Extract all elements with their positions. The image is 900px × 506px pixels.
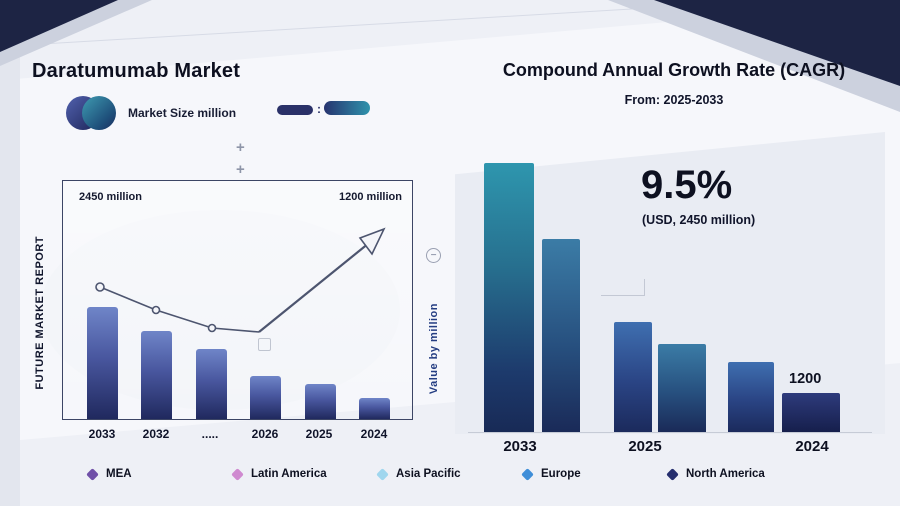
left-x-label: 2033 <box>88 427 116 441</box>
cagr-bar <box>542 239 580 432</box>
legend-item-europe: Europe <box>521 467 668 481</box>
marker-dot <box>207 323 217 333</box>
diamond-icon <box>521 467 534 481</box>
bar-data-label: 1200 <box>789 371 822 387</box>
market-size-chart: 2450 million 1200 million <box>62 180 413 420</box>
legend-item-latin-america: Latin America <box>231 467 378 481</box>
pill-separator: : <box>317 102 321 116</box>
cagr-subtitle: From: 2025-2033 <box>624 93 724 107</box>
market-size-bar <box>359 398 390 419</box>
legend-item-north-america: North America <box>666 467 813 481</box>
market-size-bar <box>141 331 172 419</box>
cagr-bar <box>614 322 652 432</box>
decor-pill-navy <box>277 105 313 115</box>
cagr-bar <box>728 362 774 432</box>
cagr-bar <box>658 344 706 432</box>
right-x-label: 2033 <box>503 438 537 455</box>
cagr-note: (USD, 2450 million) <box>642 213 756 227</box>
corner-bracket-decor <box>601 279 645 296</box>
market-size-bar <box>196 349 227 419</box>
diamond-icon <box>376 467 389 481</box>
min-value-annotation: 1200 million <box>339 191 402 203</box>
legend-item-asia-pacific: Asia Pacific <box>376 467 523 481</box>
diamond-icon <box>231 467 244 481</box>
cagr-chart <box>468 158 872 433</box>
left-x-label: 2024 <box>360 427 388 441</box>
left-side-watermark: FUTURE MARKET REPORT <box>34 236 46 390</box>
legend-item-mea: MEA <box>86 467 233 481</box>
diamond-icon <box>666 467 679 481</box>
market-size-sphere-icon <box>66 94 118 132</box>
right-chart-x-axis: 2033 2025 2024 <box>470 438 872 460</box>
legend-label: Europe <box>541 468 581 480</box>
minus-circle-icon: − <box>426 248 441 263</box>
region-legend: MEA Latin America Asia Pacific Europe North … <box>86 467 813 481</box>
legend-label: MEA <box>106 468 132 480</box>
trend-arrowhead-icon <box>358 227 386 256</box>
market-size-bar <box>87 307 118 419</box>
minus-glyph: − <box>430 249 437 261</box>
decor-pill-teal <box>324 101 370 115</box>
market-size-bar <box>250 376 281 419</box>
trend-line <box>99 286 260 333</box>
right-axis-title: Value by million <box>428 303 440 395</box>
cagr-title: Compound Annual Growth Rate (CAGR) <box>502 60 846 80</box>
cagr-bar <box>782 393 840 432</box>
sphere-teal-circle <box>82 96 116 130</box>
left-chart-bar-area <box>63 181 412 419</box>
baseline <box>468 432 872 433</box>
marker-dot <box>151 305 161 315</box>
legend-label: North America <box>686 468 765 480</box>
right-x-label: 2024 <box>795 438 829 455</box>
cagr-value: 9.5% <box>641 163 733 207</box>
trend-overlay <box>95 227 386 333</box>
diamond-icon <box>86 467 99 481</box>
left-chart-x-axis: 2033 2032..... 2026 2025 2024 <box>62 427 413 445</box>
market-size-legend-label: Market Size million <box>128 106 237 120</box>
square-outline-decor <box>258 338 271 351</box>
right-x-label: 2025 <box>628 438 662 455</box>
legend-label: Latin America <box>251 468 327 480</box>
cagr-bar <box>484 163 534 432</box>
plus-icon: + <box>236 161 245 178</box>
page-title: Daratumumab Market <box>32 60 241 82</box>
left-x-label: ..... <box>201 427 219 441</box>
trend-arrow-shaft <box>258 242 370 333</box>
left-x-label: 2032 <box>142 427 170 441</box>
left-x-label: 2026 <box>251 427 279 441</box>
max-value-annotation: 2450 million <box>79 191 142 203</box>
market-size-bar <box>305 384 336 419</box>
marker-dot <box>95 282 105 292</box>
plus-icon: + <box>236 139 245 156</box>
legend-label: Asia Pacific <box>396 468 461 480</box>
bg-left-edge <box>0 0 20 506</box>
left-x-label: 2025 <box>305 427 333 441</box>
